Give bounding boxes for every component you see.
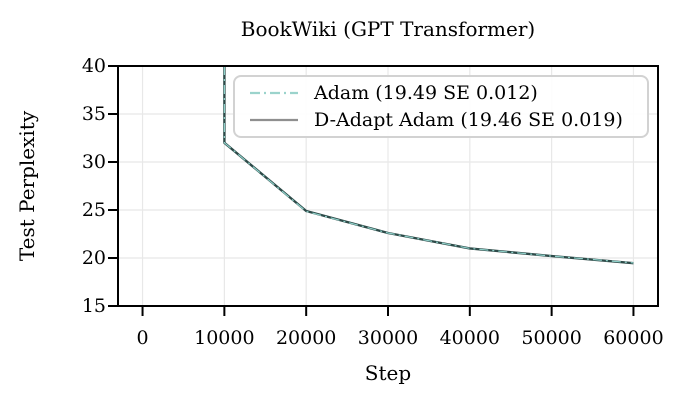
- y-tick-label: 15: [81, 295, 106, 317]
- legend-item-adam: Adam (19.49 SE 0.012): [249, 82, 635, 104]
- chart-title: BookWiki (GPT Transformer): [240, 17, 536, 41]
- y-tick-label: 40: [81, 55, 106, 77]
- legend-label-adam: Adam (19.49 SE 0.012): [314, 82, 538, 104]
- legend-item-dadapt-adam: D-Adapt Adam (19.46 SE 0.019): [249, 109, 635, 131]
- x-axis-label: Step: [364, 361, 412, 385]
- y-tick-label: 25: [81, 199, 106, 221]
- y-tick-label: 35: [81, 103, 106, 125]
- axes-spines: [117, 65, 659, 307]
- legend: Adam (19.49 SE 0.012) D-Adapt Adam (19.4…: [233, 75, 649, 138]
- x-tick-label: 40000: [439, 327, 501, 349]
- dadapt-adam-line-swatch: [250, 118, 298, 122]
- x-tick-label: 20000: [275, 327, 337, 349]
- y-tick-label: 30: [81, 151, 106, 173]
- x-tick-label: 0: [136, 327, 149, 349]
- y-tick-label: 20: [81, 247, 106, 269]
- x-tick-label: 50000: [521, 327, 582, 349]
- x-tick-label: 10000: [194, 327, 255, 349]
- x-tick-label: 30000: [357, 327, 419, 349]
- legend-label-dadapt-adam: D-Adapt Adam (19.46 SE 0.019): [314, 109, 623, 131]
- adam-line-swatch: [250, 91, 298, 95]
- adam-line: [223, 66, 634, 264]
- x-tick-label: 60000: [603, 327, 664, 349]
